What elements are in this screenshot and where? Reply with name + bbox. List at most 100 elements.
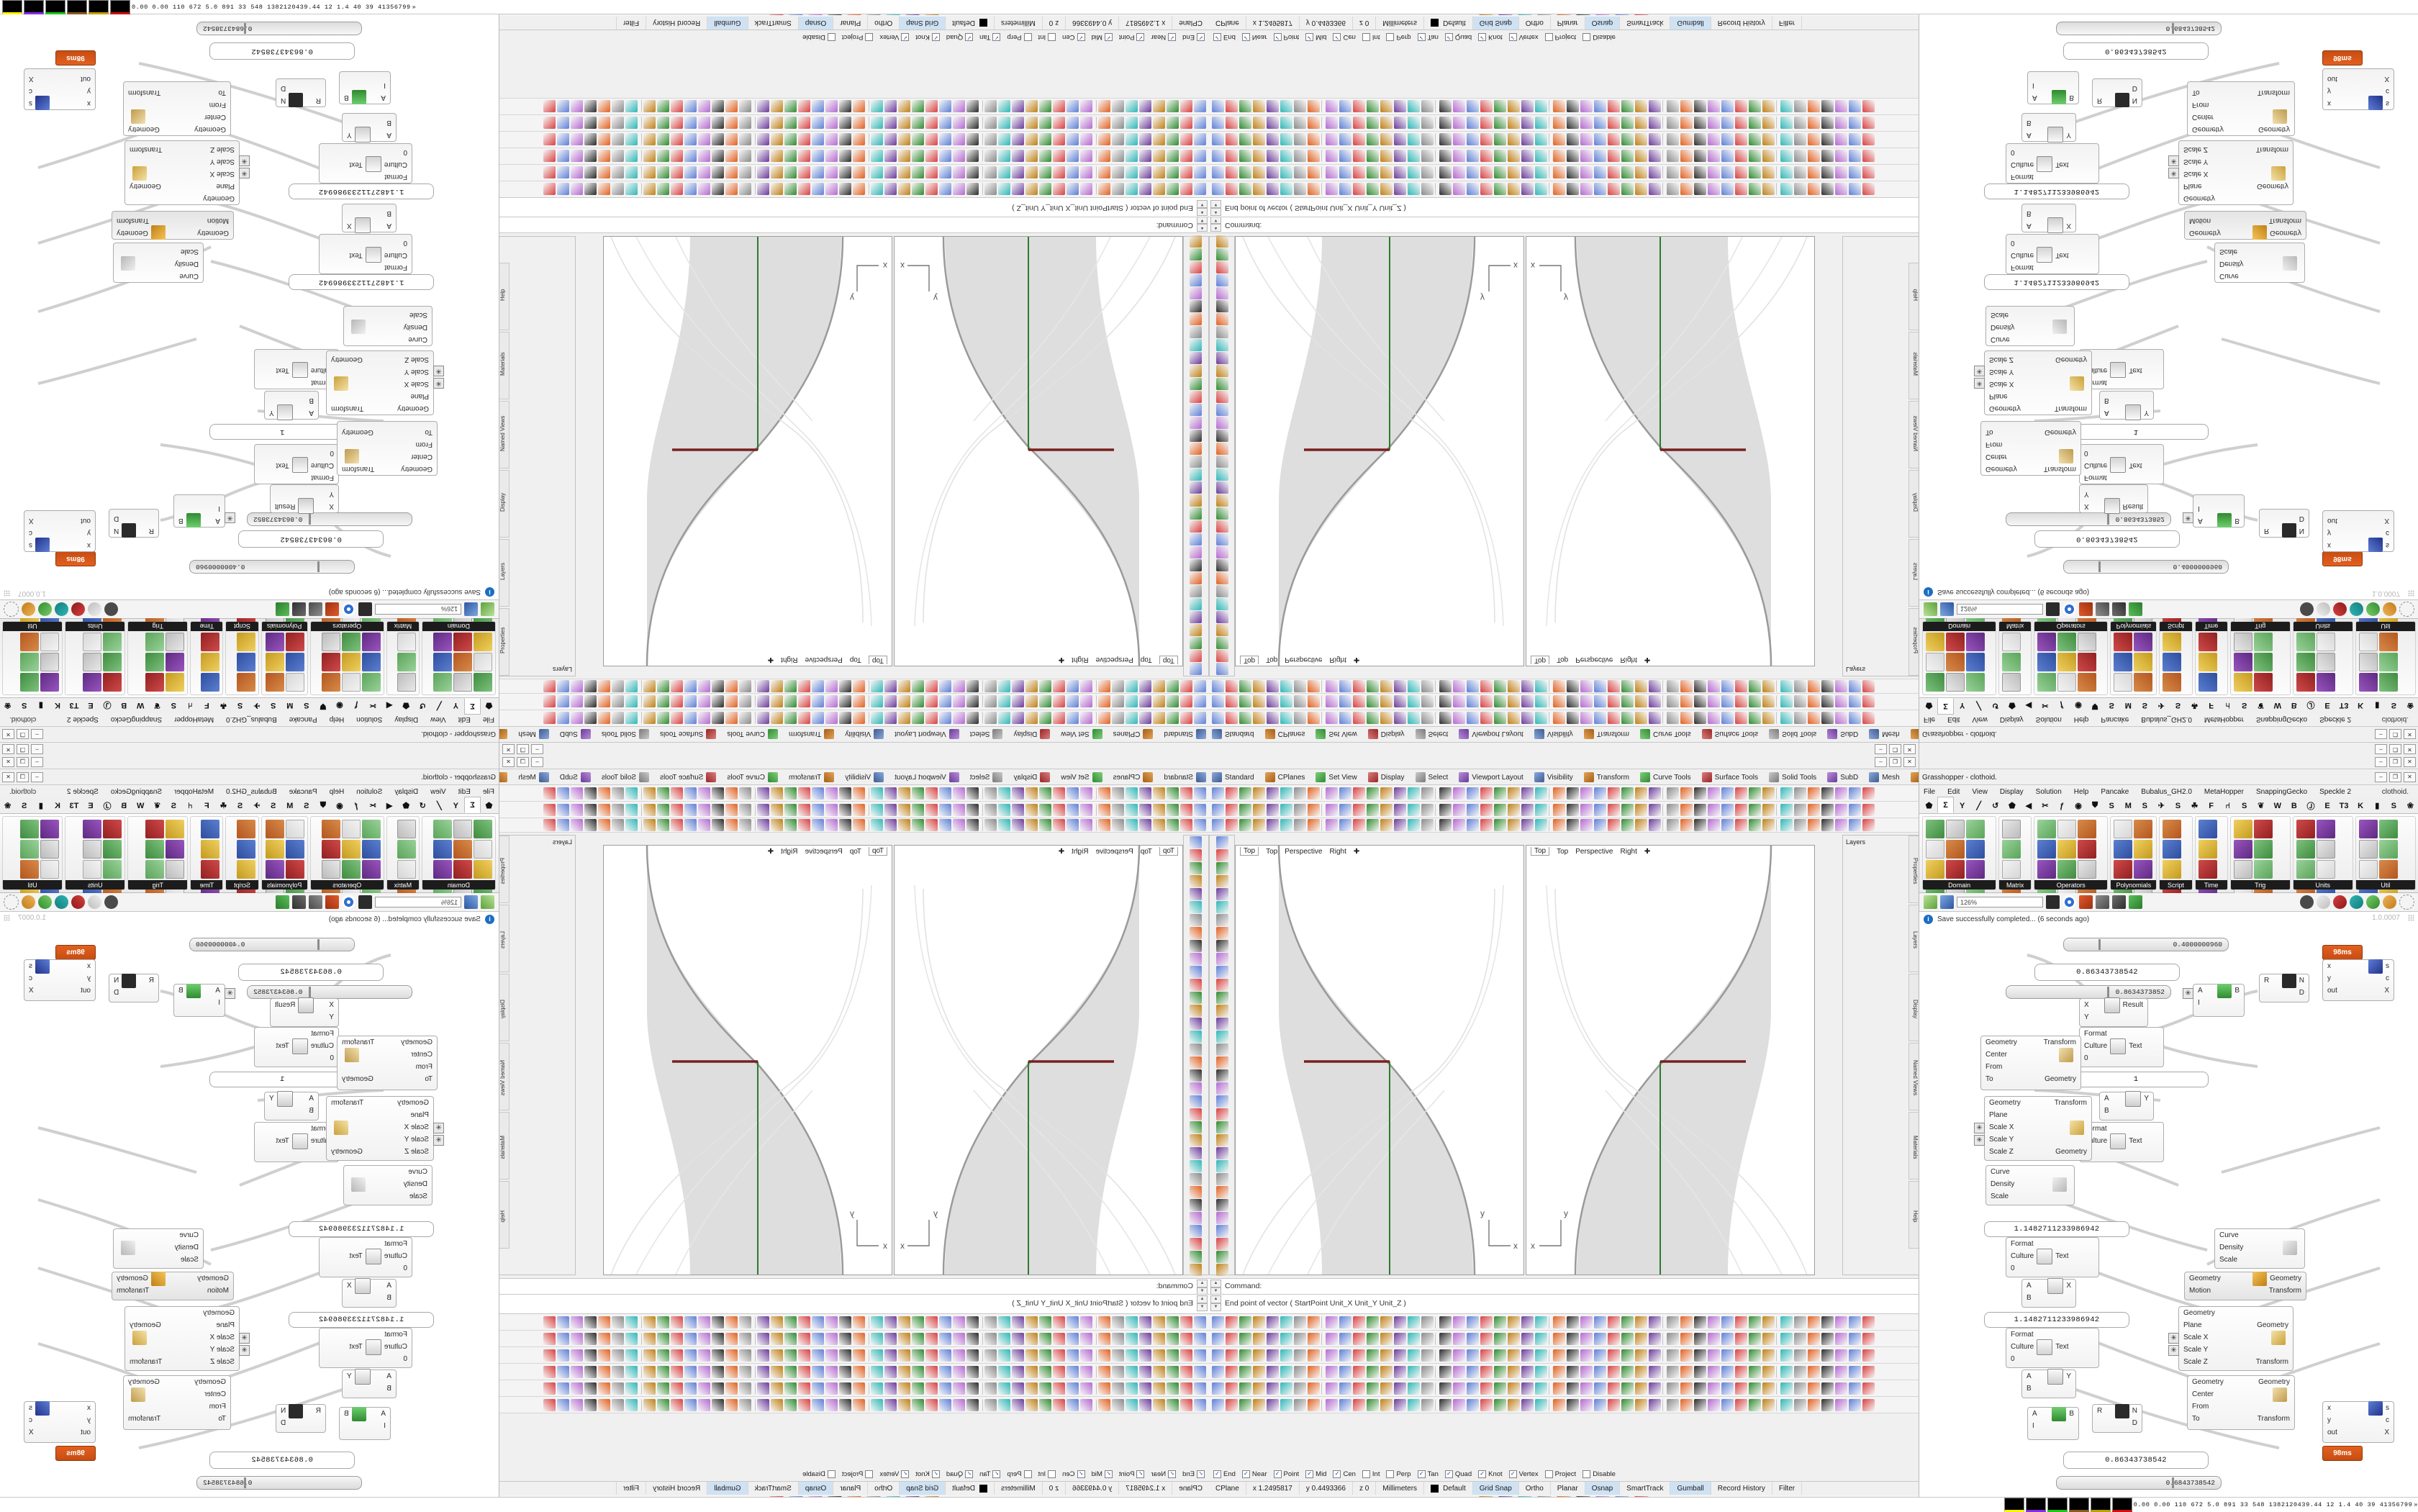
rhino-tool0-icon-2[interactable] (1167, 712, 1179, 725)
component-icon-util-0[interactable] (40, 673, 60, 692)
rhino-bottom-tool5-icon-11[interactable] (1353, 100, 1365, 113)
rhino-bottom-tool0-icon-0[interactable] (1212, 183, 1224, 196)
rhino-bottom-tool2-icon-41[interactable] (1735, 1349, 1747, 1362)
rhino-side-tool-icon-1[interactable] (1190, 650, 1203, 662)
gh-canvas[interactable]: i Save successfully completed... (6 seco… (0, 0, 499, 599)
rhino-bottom-tool3-icon-37[interactable] (725, 1365, 738, 1378)
rhino-tool0-icon-11[interactable] (1053, 712, 1065, 725)
rhino-bottom-tool4-icon-4[interactable] (1139, 117, 1151, 130)
gh-outer-maximize[interactable]: ❐ (17, 744, 29, 754)
rhino-tool2-icon-18[interactable] (1439, 680, 1452, 692)
viewport-right[interactable]: Top Top Perspective Right ✚ (603, 845, 892, 1275)
rhino-bottom-tool2-icon-11[interactable] (1053, 150, 1065, 163)
rhino-bottom-tool5-icon-29[interactable] (825, 100, 838, 113)
rhino-bottom-tool2-icon-6[interactable] (1294, 150, 1306, 163)
rhino-bottom-tool4-icon-13[interactable] (1380, 117, 1393, 130)
rhino-side-tool-icon-12[interactable] (1215, 507, 1228, 520)
rhino-toolbar-tab-10[interactable]: Solid Tools (1769, 772, 1816, 782)
node-scale-nu-2[interactable]: Geometry Plane Geometry Scale X Scale Y S… (2168, 1306, 2294, 1371)
osnap-item-cen[interactable]: ✓ Cen (1062, 1470, 1085, 1478)
rhino-toolbar-tab-11[interactable]: SubD (560, 729, 591, 739)
rhino-tool0-icon-36[interactable] (739, 787, 751, 800)
rhino-toolbar-tab-2[interactable]: Set View (1061, 772, 1102, 782)
component-icon-domain-3[interactable] (1926, 840, 1944, 859)
rhino-side-tool-icon-5[interactable] (1215, 901, 1228, 913)
rhino-bottom-tool2-icon-14[interactable] (1394, 1349, 1406, 1362)
rhino-bottom-tool4-icon-25[interactable] (871, 1382, 883, 1395)
rhino-bottom-tool1-icon-21[interactable] (925, 1332, 938, 1345)
rhino-tool2-icon-39[interactable] (698, 819, 710, 831)
rhino-tool2-icon-27[interactable] (853, 819, 865, 831)
component-icon-trig-4[interactable] (166, 633, 185, 651)
rhino-bottom-tool0-icon-7[interactable] (1098, 183, 1110, 196)
status-toggle-osnap[interactable]: Osnap (1585, 17, 1621, 30)
component-icon-trig-3[interactable] (145, 653, 165, 671)
expression-marker-a[interactable]: ✳ (2183, 512, 2193, 523)
rhino-bottom-tool3-icon-46[interactable] (612, 1365, 624, 1378)
rhino-bottom-tool5-icon-40[interactable] (1721, 1398, 1734, 1411)
rhino-bottom-tool1-icon-15[interactable] (1408, 1332, 1420, 1345)
rhino-bottom-tool2-icon-22[interactable] (912, 1349, 924, 1362)
rhino-tool1-icon-10[interactable] (1339, 695, 1351, 708)
rhino-bottom-tool1-icon-5[interactable] (1126, 166, 1138, 179)
rhino-bottom-tool0-icon-49[interactable] (1835, 1316, 1847, 1328)
rhino-bottom-tool3-icon-5[interactable] (1280, 133, 1292, 146)
component-icon-units-1[interactable] (2316, 820, 2335, 838)
component-icon-operators-6[interactable] (2037, 860, 2057, 879)
rhino-tool1-icon-33[interactable] (771, 695, 783, 708)
rhino-bottom-tool0-icon-34[interactable] (757, 183, 769, 196)
rhino-tool0-icon-11[interactable] (1053, 787, 1065, 800)
rhino-bottom-tool5-icon-14[interactable] (1394, 1398, 1406, 1411)
rhino-bottom-tool4-icon-48[interactable] (584, 1382, 597, 1395)
viewport2-tab-top-active[interactable]: Top (1531, 847, 1550, 856)
component-icon-operators-5[interactable] (2078, 840, 2097, 859)
osnap-item-mid[interactable]: ✓ Mid (1305, 33, 1326, 41)
rhino-bottom-tool0-icon-6[interactable] (1294, 183, 1306, 196)
rhino-bottom-tool0-icon-21[interactable] (1480, 183, 1493, 196)
rhino-bottom-tool0-icon-29[interactable] (825, 1316, 838, 1328)
osnap-item-int[interactable]: Int (1038, 1470, 1056, 1478)
rhino-side-tool-icon-31[interactable] (1215, 261, 1228, 273)
rhino-bottom-tool5-icon-39[interactable] (698, 100, 710, 113)
rhino-side-tool-icon-21[interactable] (1190, 1108, 1203, 1121)
rhino-tool1-icon-30[interactable] (1594, 695, 1606, 708)
osnap-checkbox-int[interactable] (1362, 1470, 1370, 1478)
rhino-tool0-icon-30[interactable] (812, 712, 824, 725)
rhino-side-tool-icon-6[interactable] (1190, 914, 1203, 926)
rhino-bottom-tool3-icon-19[interactable] (1453, 133, 1465, 146)
rhino-bottom-tool2-icon-30[interactable] (1594, 1349, 1606, 1362)
status-toggle-filter[interactable]: Filter (1772, 1482, 1803, 1495)
component-icon-time-1[interactable] (2198, 653, 2217, 671)
rhino-bottom-tool0-icon-21[interactable] (1480, 1316, 1493, 1328)
rhino-bottom-tool5-icon-21[interactable] (1480, 100, 1493, 113)
rhino-bottom-tool5-icon-6[interactable] (1112, 1398, 1124, 1411)
rhino-bottom-tool3-icon-34[interactable] (1649, 1365, 1661, 1378)
component-icon-trig-1[interactable] (2253, 673, 2273, 692)
rhino-side-tool-icon-33[interactable] (1215, 235, 1228, 248)
rhino-bottom-tool0-icon-24[interactable] (884, 183, 897, 196)
rhino-left-toolbar[interactable] (1183, 235, 1209, 676)
rhino-bottom-tool4-icon-47[interactable] (598, 1382, 610, 1395)
gh-tab-14[interactable]: ✈ (253, 802, 261, 810)
rhino-tool2-icon-16[interactable] (984, 819, 997, 831)
rhino-bottom-tool5-icon-48[interactable] (584, 100, 597, 113)
ghosted-mode-icon[interactable] (2317, 602, 2330, 616)
rhino-bottom-tool0-icon-22[interactable] (1494, 183, 1506, 196)
rhino-side-tool-icon-20[interactable] (1190, 1095, 1203, 1108)
gh-outer-minimize[interactable]: – (2375, 744, 2387, 754)
zoom-extents-icon[interactable] (2046, 602, 2060, 616)
rhino-bottom-tool3-icon-31[interactable] (798, 1365, 810, 1378)
gh-outer-maximize[interactable]: ❐ (2389, 757, 2401, 767)
rhino-bottom-tool4-icon-33[interactable] (771, 117, 783, 130)
osnap-checkbox-tan[interactable]: ✓ (992, 1470, 1001, 1478)
status-toggle-filter[interactable]: Filter (615, 17, 646, 30)
rhino-toolbar-tab-strip[interactable]: Standard CPlanes Set View Display Select View… (290, 770, 1209, 785)
rhino-tool0-icon-37[interactable] (1680, 712, 1693, 725)
component-icon-domain-5[interactable] (433, 653, 452, 671)
rhino-panel-tab-help[interactable]: Help (1908, 1181, 1919, 1249)
rhino-bottom-tool0-icon-0[interactable] (1212, 1316, 1224, 1328)
rhino-tool2-icon-51[interactable] (543, 819, 556, 831)
rhino-bottom-tool0-icon-6[interactable] (1112, 183, 1124, 196)
rhino-tool0-icon-12[interactable] (1367, 787, 1379, 800)
rhino-side-tool-icon-16[interactable] (1190, 1044, 1203, 1056)
